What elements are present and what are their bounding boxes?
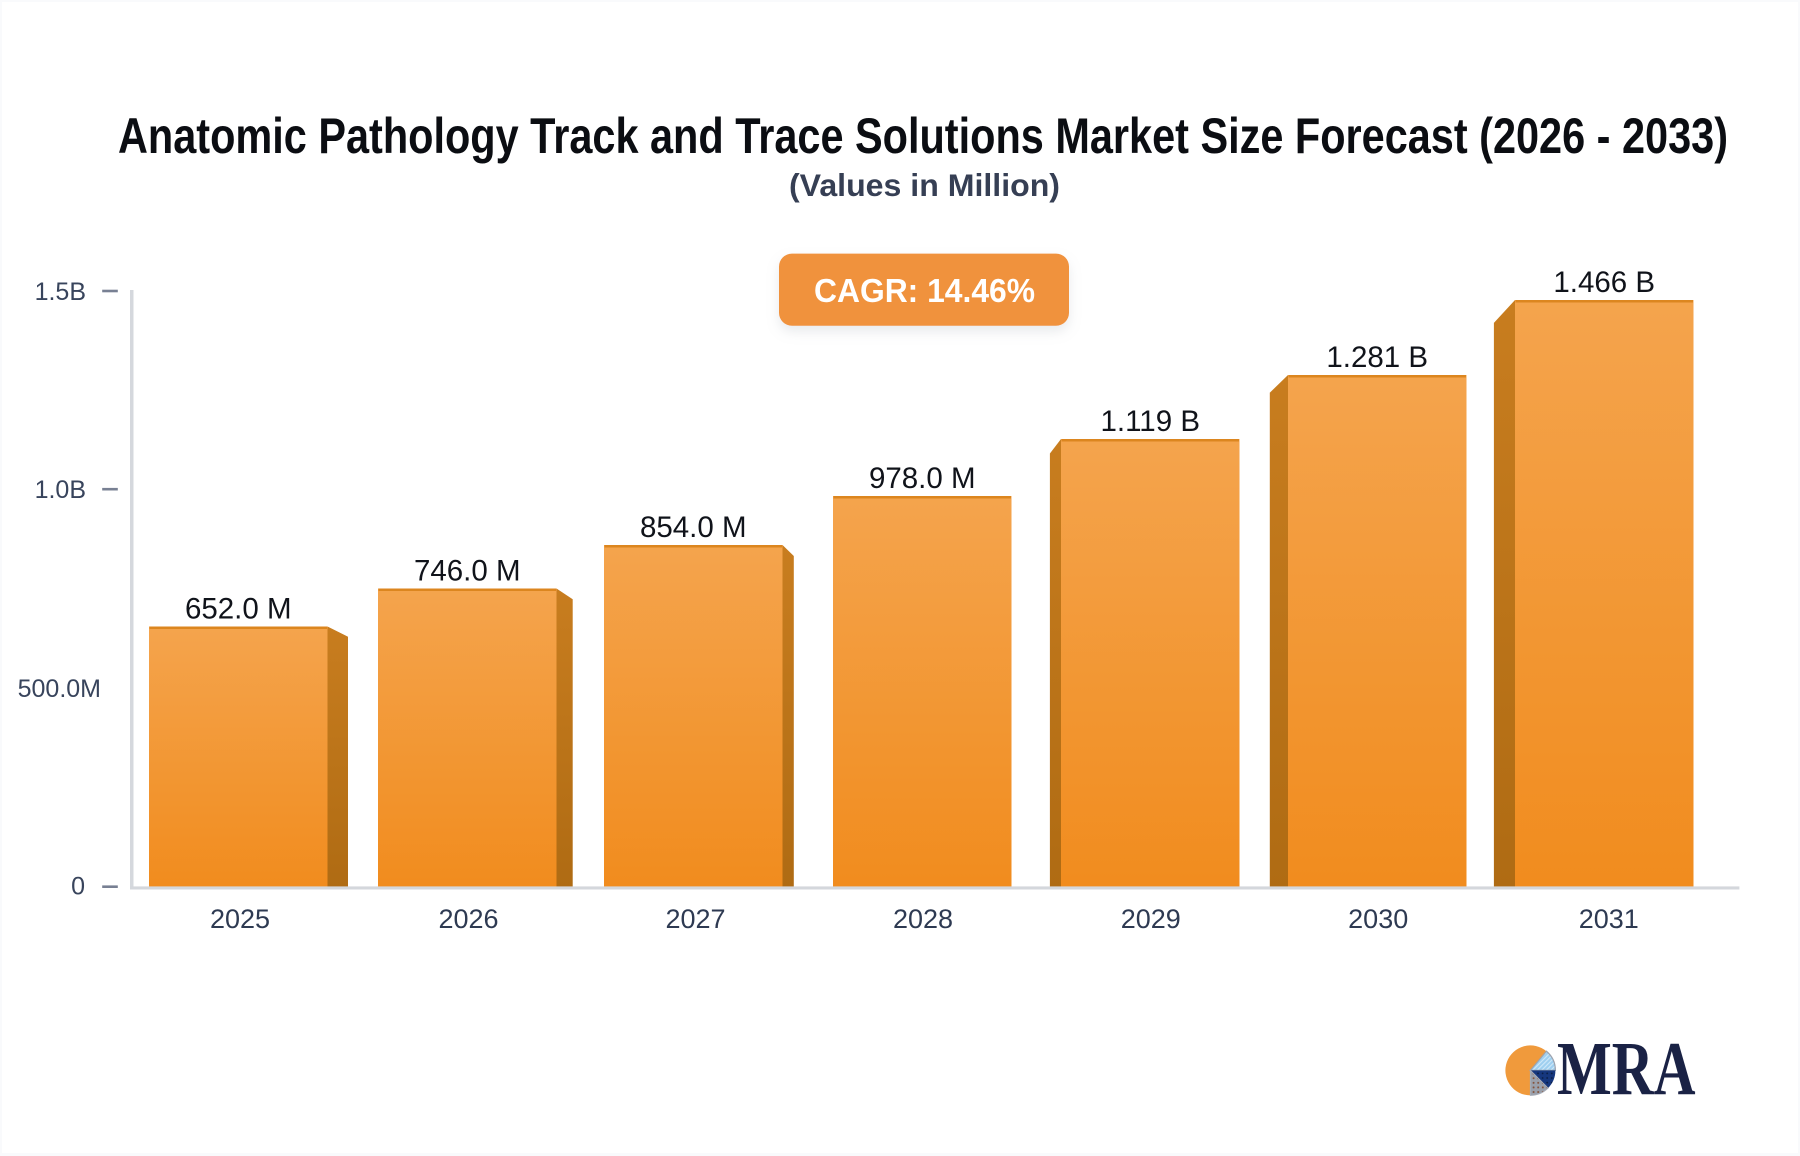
svg-text:Anatomic Pathology Track and T: Anatomic Pathology Track and Trace Solut… <box>118 108 1728 164</box>
svg-text:0: 0 <box>71 873 85 901</box>
svg-text:746.0 M: 746.0 M <box>414 555 521 588</box>
svg-text:1.0B: 1.0B <box>35 476 86 504</box>
svg-text:978.0 M: 978.0 M <box>869 462 976 495</box>
svg-text:854.0 M: 854.0 M <box>640 511 747 544</box>
svg-text:1.466 B: 1.466 B <box>1553 266 1655 299</box>
svg-text:500.0M: 500.0M <box>18 675 101 703</box>
svg-text:CAGR: 14.46%: CAGR: 14.46% <box>814 272 1035 309</box>
svg-text:(Values in Million): (Values in Million) <box>789 167 1060 203</box>
svg-text:MRA: MRA <box>1557 1027 1696 1111</box>
svg-text:2026: 2026 <box>438 904 498 934</box>
svg-text:2027: 2027 <box>665 904 725 934</box>
svg-text:2025: 2025 <box>210 904 270 934</box>
svg-text:2031: 2031 <box>1579 904 1639 934</box>
svg-text:652.0 M: 652.0 M <box>185 593 292 626</box>
svg-text:1.5B: 1.5B <box>35 278 86 306</box>
svg-text:2030: 2030 <box>1348 904 1408 934</box>
svg-text:2028: 2028 <box>893 904 953 934</box>
svg-text:2029: 2029 <box>1121 904 1181 934</box>
svg-text:1.119 B: 1.119 B <box>1100 405 1200 438</box>
svg-text:1.281 B: 1.281 B <box>1326 341 1428 374</box>
